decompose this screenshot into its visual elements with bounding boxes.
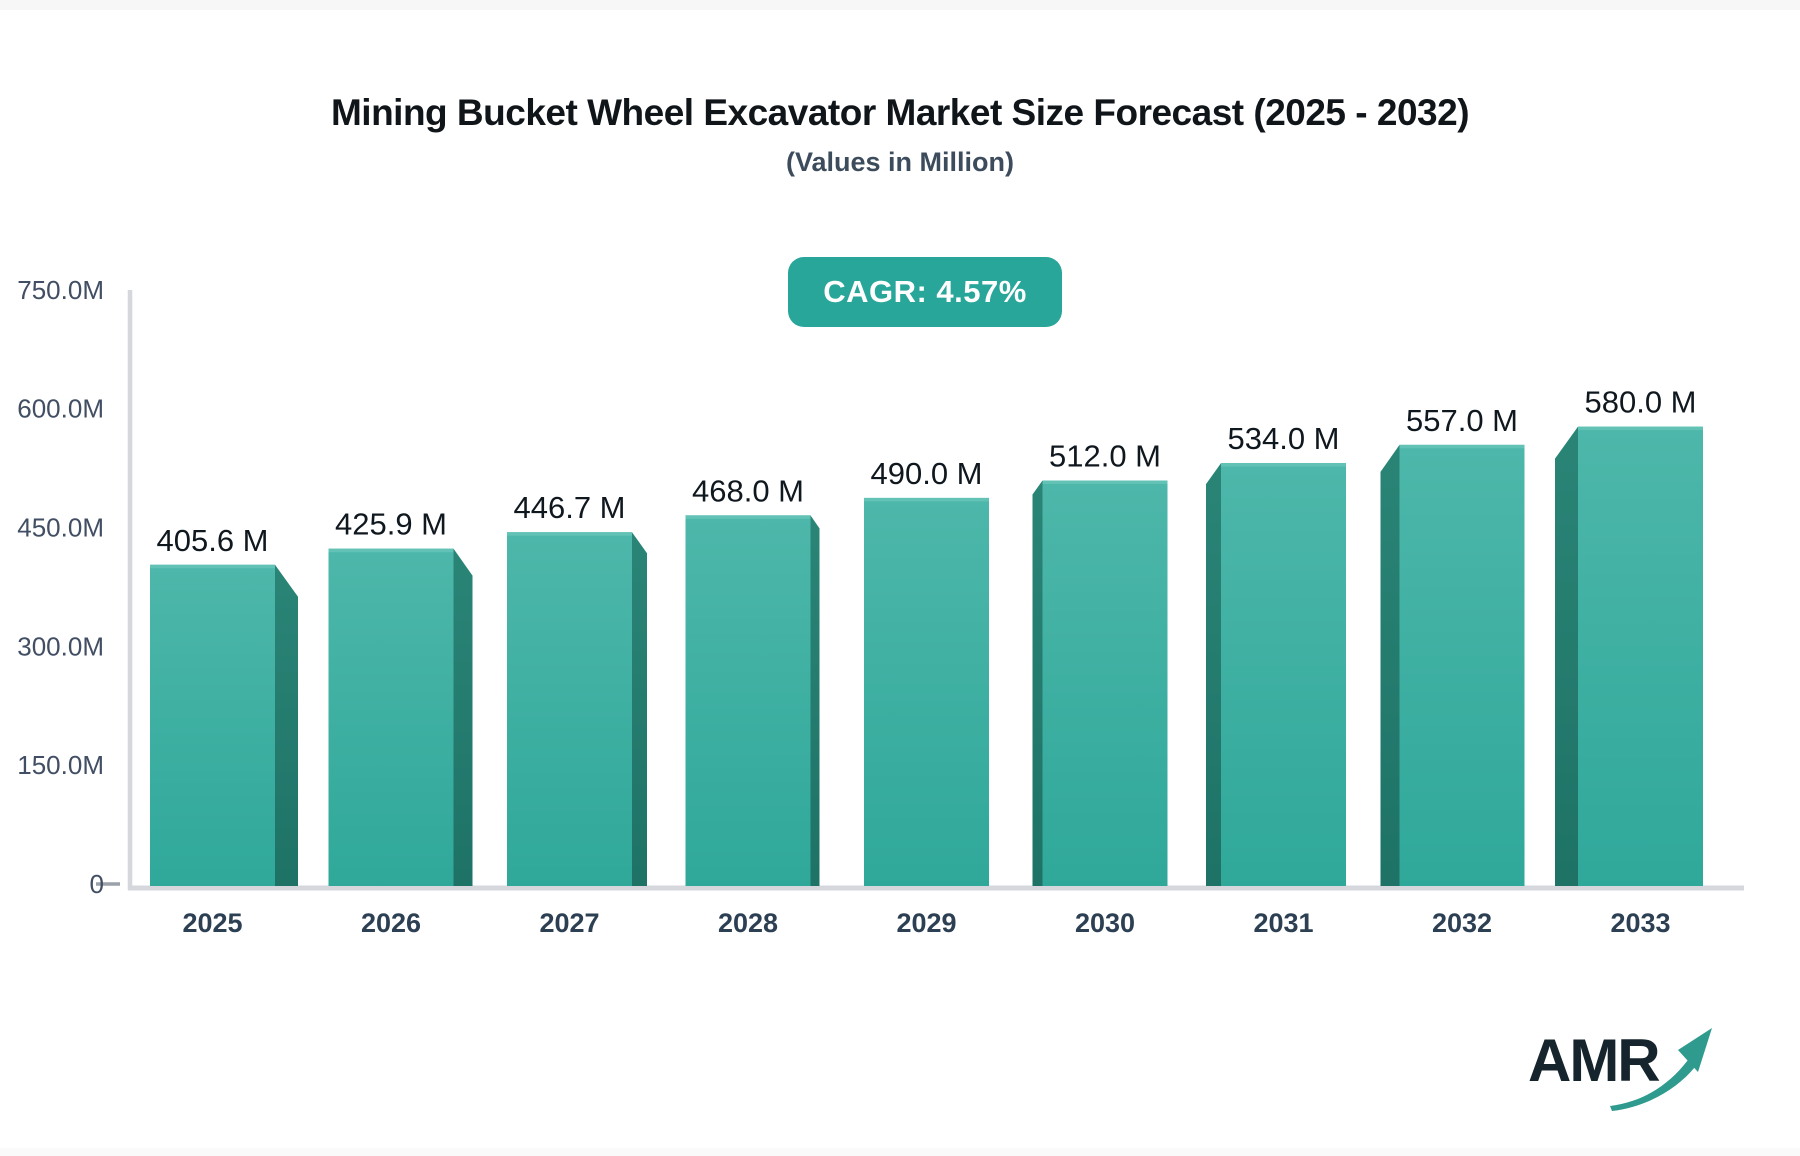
bar-2029 [864,497,989,886]
bar-2033 [1555,426,1703,886]
bar-side-face [1555,426,1578,886]
bar-front-face [864,497,989,886]
cagr-badge: CAGR: 4.57% [788,257,1062,327]
bar-front-face [1221,463,1346,886]
bar-top-edge [150,564,275,569]
bar-value-label-2025: 405.6 M [156,523,268,558]
chart-subtitle: (Values in Million) [785,147,1015,177]
amr-logo: AMR [1528,1027,1728,1130]
bar-top-edge [864,497,989,502]
y-tick-label-150.0M: 150.0M [17,750,104,780]
y-tick-label-300.0M: 300.0M [17,631,104,661]
bar-front-face [507,532,632,886]
bar-side-face [1032,480,1043,886]
bar-value-label-2028: 468.0 M [692,473,804,508]
x-tick-label-2030: 2030 [1075,908,1135,938]
bar-top-edge [1042,480,1168,484]
bar-front-face [328,548,454,886]
bar-side-face [810,515,820,886]
bar-value-label-2027: 446.7 M [513,490,625,525]
y-tick-label-0: 0 [90,869,104,899]
bar-2031 [1206,463,1346,886]
bar-side-face [1206,463,1221,886]
bar-top-edge [1399,444,1525,449]
y-tick-label-750.0M: 750.0M [17,275,104,305]
bar-value-label-2032: 557.0 M [1406,403,1518,438]
x-tick-label-2028: 2028 [718,908,778,938]
bar-2025 [150,564,298,886]
bar-value-label-2026: 425.9 M [335,507,447,542]
x-tick-label-2027: 2027 [539,908,599,938]
bar-top-edge [685,515,811,519]
bar-value-label-2030: 512.0 M [1049,438,1161,473]
x-tick-label-2033: 2033 [1610,908,1670,938]
bar-top-edge [507,532,632,536]
y-tick-label-600.0M: 600.0M [17,394,104,424]
bar-front-face [150,564,275,886]
x-tick-label-2029: 2029 [896,908,956,938]
bar-2026 [328,548,473,886]
bar-side-face [275,564,298,886]
frame-bottom [0,1148,1800,1156]
bar-front-face [1042,480,1168,886]
frame-top [0,0,1800,10]
bar-2028 [685,515,820,886]
bar-2030 [1032,480,1168,886]
bar-value-label-2033: 580.0 M [1584,385,1696,420]
bar-top-edge [328,548,454,553]
bar-side-face [632,532,647,886]
bar-front-face [1578,426,1703,886]
chart-title: Mining Bucket Wheel Excavator Market Siz… [330,92,1470,133]
bar-side-face [453,548,473,886]
bar-side-face [1380,444,1400,886]
bar-value-label-2029: 490.0 M [870,456,982,491]
bar-front-face [1399,444,1525,886]
bar-top-edge [1221,463,1346,467]
amr-logo-text: AMR [1528,1027,1661,1094]
x-tick-label-2031: 2031 [1253,908,1313,938]
x-tick-label-2026: 2026 [361,908,421,938]
bar-top-edge [1578,426,1703,431]
logo-arrow-icon [1610,1028,1712,1111]
x-tick-label-2032: 2032 [1432,908,1492,938]
bar-2032 [1380,444,1525,886]
bar-value-label-2031: 534.0 M [1227,421,1339,456]
x-tick-label-2025: 2025 [182,908,242,938]
y-tick-label-450.0M: 450.0M [17,512,104,542]
bar-front-face [685,515,811,886]
bar-2027 [507,532,647,886]
